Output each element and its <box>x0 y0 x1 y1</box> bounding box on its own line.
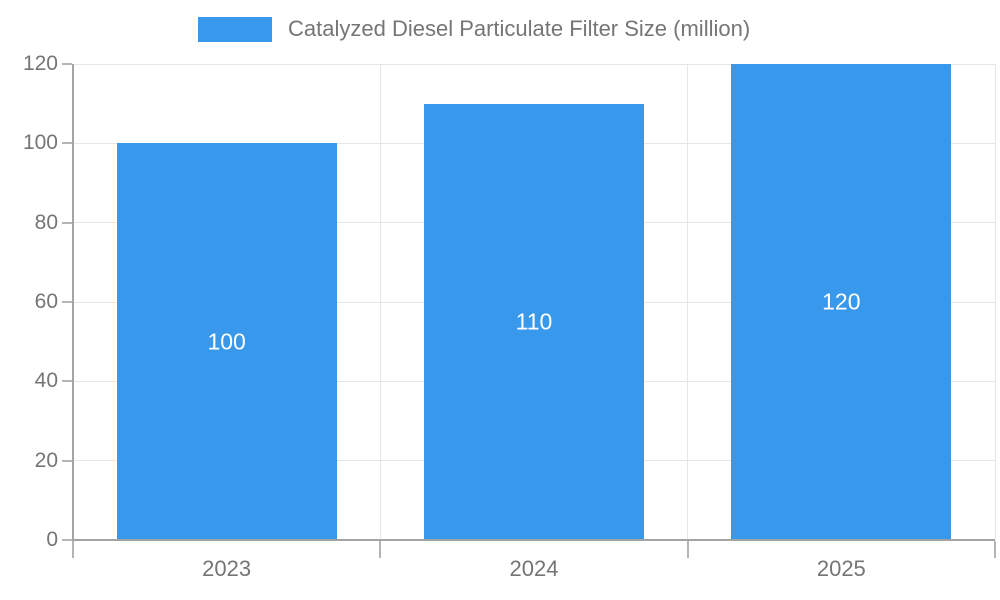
y-axis-line <box>72 64 74 558</box>
legend[interactable]: Catalyzed Diesel Particulate Filter Size… <box>198 16 750 42</box>
bar-value-label: 100 <box>207 328 246 355</box>
y-axis-tick <box>62 63 72 65</box>
x-axis-label-2025: 2025 <box>816 556 866 581</box>
gridline <box>73 63 995 65</box>
x-axis-line <box>72 539 995 541</box>
bar-value-label: 120 <box>822 288 861 315</box>
y-axis-label: 120 <box>22 52 58 75</box>
y-axis-tick <box>62 142 72 145</box>
gridline <box>379 64 381 540</box>
y-axis-label: 80 <box>34 210 58 234</box>
legend-label: Catalyzed Diesel Particulate Filter Size… <box>288 16 751 41</box>
x-axis-tick <box>379 541 382 558</box>
gridline <box>994 64 996 540</box>
legend-swatch <box>198 16 272 42</box>
y-axis-tick <box>62 539 72 541</box>
gridline <box>687 64 689 540</box>
bar-2023[interactable] <box>116 143 337 540</box>
y-axis-label: 40 <box>34 369 58 393</box>
y-axis-tick <box>62 459 72 462</box>
y-axis-label: 0 <box>46 528 58 551</box>
x-axis-label-2023: 2023 <box>202 556 252 581</box>
y-axis-label: 100 <box>22 131 58 155</box>
x-axis-tick <box>686 541 689 558</box>
x-axis-tick <box>72 541 74 558</box>
bar-2024[interactable] <box>424 103 644 540</box>
x-axis-label-2024: 2024 <box>509 556 559 581</box>
y-axis-label: 20 <box>34 448 58 472</box>
y-axis-label: 60 <box>34 290 58 313</box>
bar-2025[interactable] <box>731 64 952 540</box>
y-axis-tick <box>62 301 72 303</box>
y-axis-tick <box>62 221 72 224</box>
x-axis-tick <box>994 541 996 558</box>
bar-value-label: 110 <box>515 308 553 335</box>
plot-area: 100 110 120 <box>73 63 996 540</box>
y-axis-tick <box>62 380 72 383</box>
